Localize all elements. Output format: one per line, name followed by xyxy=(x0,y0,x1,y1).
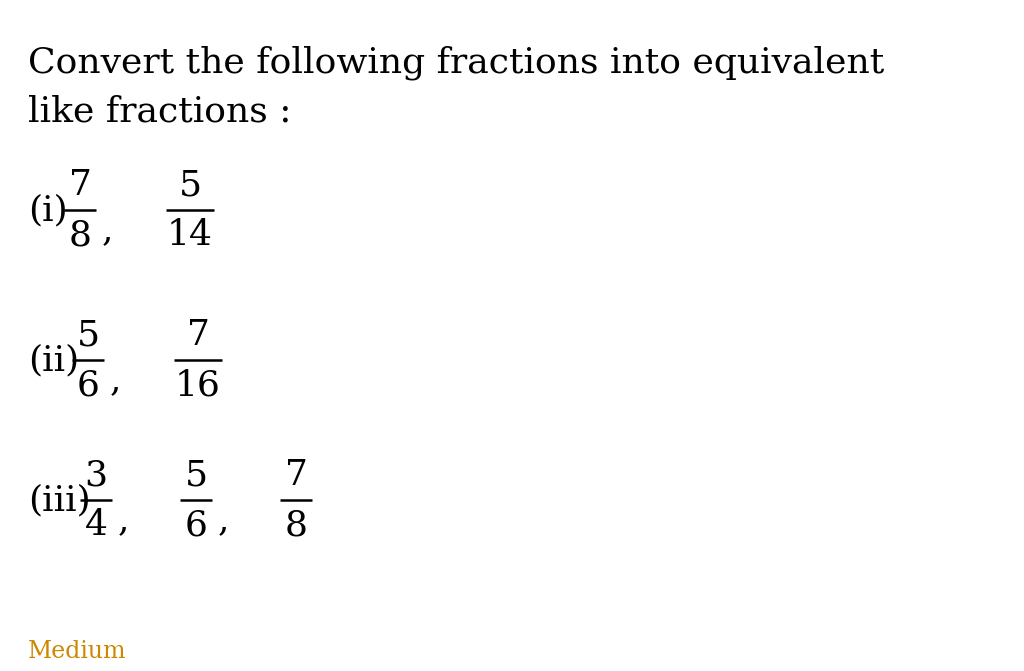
Text: (i): (i) xyxy=(28,193,68,227)
Text: ,: , xyxy=(102,213,114,247)
Text: ,: , xyxy=(118,503,129,537)
Text: Convert the following fractions into equivalent: Convert the following fractions into equ… xyxy=(28,45,885,79)
Text: Medium: Medium xyxy=(28,640,127,663)
Text: 5: 5 xyxy=(184,458,208,492)
Text: 6: 6 xyxy=(184,508,208,542)
Text: 8: 8 xyxy=(69,218,91,252)
Text: ,: , xyxy=(218,503,229,537)
Text: 7: 7 xyxy=(186,318,210,352)
Text: like fractions :: like fractions : xyxy=(28,95,292,129)
Text: 5: 5 xyxy=(77,318,99,352)
Text: 16: 16 xyxy=(175,368,221,402)
Text: 5: 5 xyxy=(178,168,202,202)
Text: (iii): (iii) xyxy=(28,483,91,517)
Text: 4: 4 xyxy=(85,508,108,542)
Text: ,: , xyxy=(110,363,122,397)
Text: 7: 7 xyxy=(285,458,307,492)
Text: 7: 7 xyxy=(69,168,91,202)
Text: (ii): (ii) xyxy=(28,343,79,377)
Text: 14: 14 xyxy=(167,218,213,252)
Text: 8: 8 xyxy=(285,508,307,542)
Text: 3: 3 xyxy=(84,458,108,492)
Text: 6: 6 xyxy=(77,368,99,402)
